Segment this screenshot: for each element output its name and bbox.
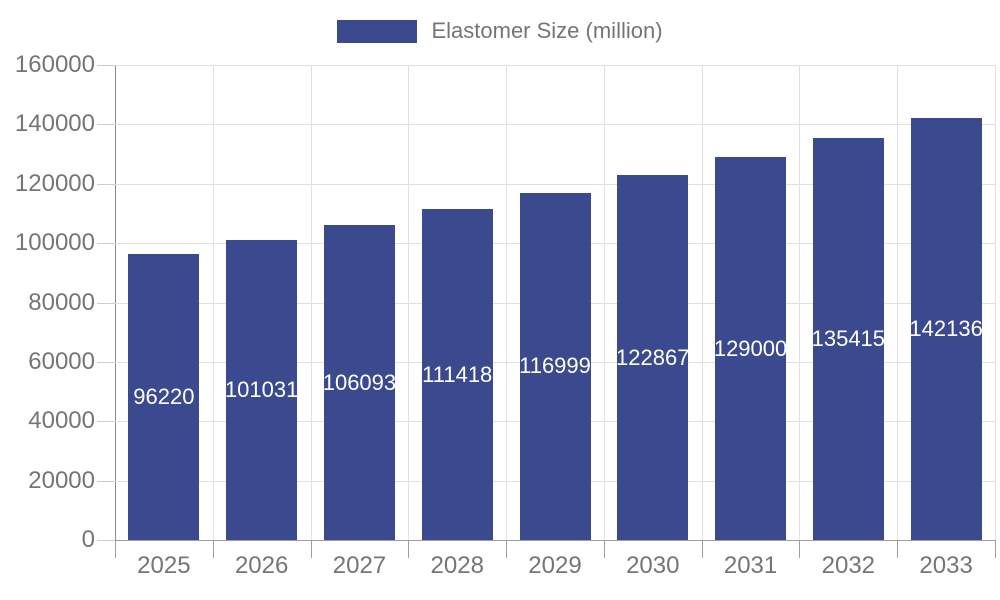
y-axis-tick bbox=[97, 183, 115, 185]
x-axis-tick bbox=[506, 540, 508, 558]
x-axis-tick-label: 2030 bbox=[626, 552, 680, 579]
legend-label: Elastomer Size (million) bbox=[431, 18, 663, 43]
grid-line-horizontal bbox=[115, 124, 995, 126]
y-axis-tick-label: 100000 bbox=[14, 229, 95, 257]
bar-2032[interactable] bbox=[812, 138, 884, 540]
x-axis-tick bbox=[212, 540, 214, 558]
plot-area: 96220 101031 106093 111418 116999 122867 12900… bbox=[115, 65, 996, 540]
grid-line-vertical bbox=[799, 65, 801, 540]
x-axis-tick-label: 2027 bbox=[332, 552, 387, 579]
grid-line-vertical bbox=[701, 65, 703, 540]
grid-line-horizontal bbox=[115, 183, 995, 185]
x-axis-tick bbox=[995, 540, 996, 558]
y-axis-tick bbox=[97, 124, 115, 126]
y-axis-tick-label: 60000 bbox=[28, 347, 95, 375]
x-axis-tick-label: 2033 bbox=[919, 552, 973, 579]
y-axis-tick bbox=[97, 361, 115, 363]
legend-item[interactable]: Elastomer Size (million) bbox=[0, 18, 1000, 44]
grid-line-vertical bbox=[212, 65, 214, 540]
x-axis-tick bbox=[701, 540, 703, 558]
bar-2033[interactable] bbox=[910, 118, 982, 540]
grid-line-vertical bbox=[408, 65, 410, 540]
x-axis-tick bbox=[408, 540, 410, 558]
x-axis-tick-label: 2029 bbox=[528, 552, 582, 579]
y-axis-tick bbox=[97, 540, 115, 541]
y-axis-tick-label: 80000 bbox=[28, 288, 95, 316]
y-axis-tick-label: 0 bbox=[81, 526, 95, 553]
grid-line-horizontal bbox=[115, 65, 995, 66]
bar-2026[interactable] bbox=[226, 240, 298, 540]
x-axis-tick bbox=[897, 540, 899, 558]
bar-2030[interactable] bbox=[617, 175, 689, 540]
y-axis-tick bbox=[97, 243, 115, 245]
y-axis-tick-label: 20000 bbox=[28, 466, 95, 494]
x-axis-line bbox=[115, 540, 995, 541]
bar-2029[interactable] bbox=[519, 192, 591, 540]
x-axis-tick bbox=[603, 540, 605, 558]
grid-line-vertical bbox=[310, 65, 312, 540]
y-axis-tick-label: 160000 bbox=[14, 51, 95, 78]
y-axis-tick bbox=[97, 65, 115, 66]
x-axis-tick-label: 2025 bbox=[137, 552, 191, 579]
x-axis-tick-label: 2031 bbox=[723, 552, 778, 579]
x-axis-tick bbox=[310, 540, 312, 558]
y-axis-tick-label: 40000 bbox=[28, 407, 95, 435]
bar-2028[interactable] bbox=[421, 209, 493, 540]
y-axis-tick bbox=[97, 421, 115, 423]
legend-swatch bbox=[337, 19, 418, 43]
bar-2027[interactable] bbox=[323, 225, 395, 540]
y-axis-tick bbox=[97, 480, 115, 482]
x-axis-tick bbox=[115, 540, 116, 558]
x-axis-tick-label: 2026 bbox=[234, 552, 289, 579]
x-axis-tick bbox=[799, 540, 801, 558]
y-axis-tick bbox=[97, 302, 115, 304]
grid-line-vertical bbox=[506, 65, 508, 540]
grid-line-vertical bbox=[897, 65, 899, 540]
bar-2025[interactable] bbox=[128, 254, 200, 540]
bar-2031[interactable] bbox=[715, 157, 787, 540]
y-axis-tick-label: 120000 bbox=[14, 169, 95, 197]
grid-line-vertical bbox=[995, 65, 996, 540]
x-axis-tick-label: 2028 bbox=[430, 552, 484, 579]
x-axis-tick-label: 2032 bbox=[821, 552, 876, 579]
grid-line-vertical bbox=[603, 65, 605, 540]
y-axis-tick-label: 140000 bbox=[14, 110, 95, 138]
